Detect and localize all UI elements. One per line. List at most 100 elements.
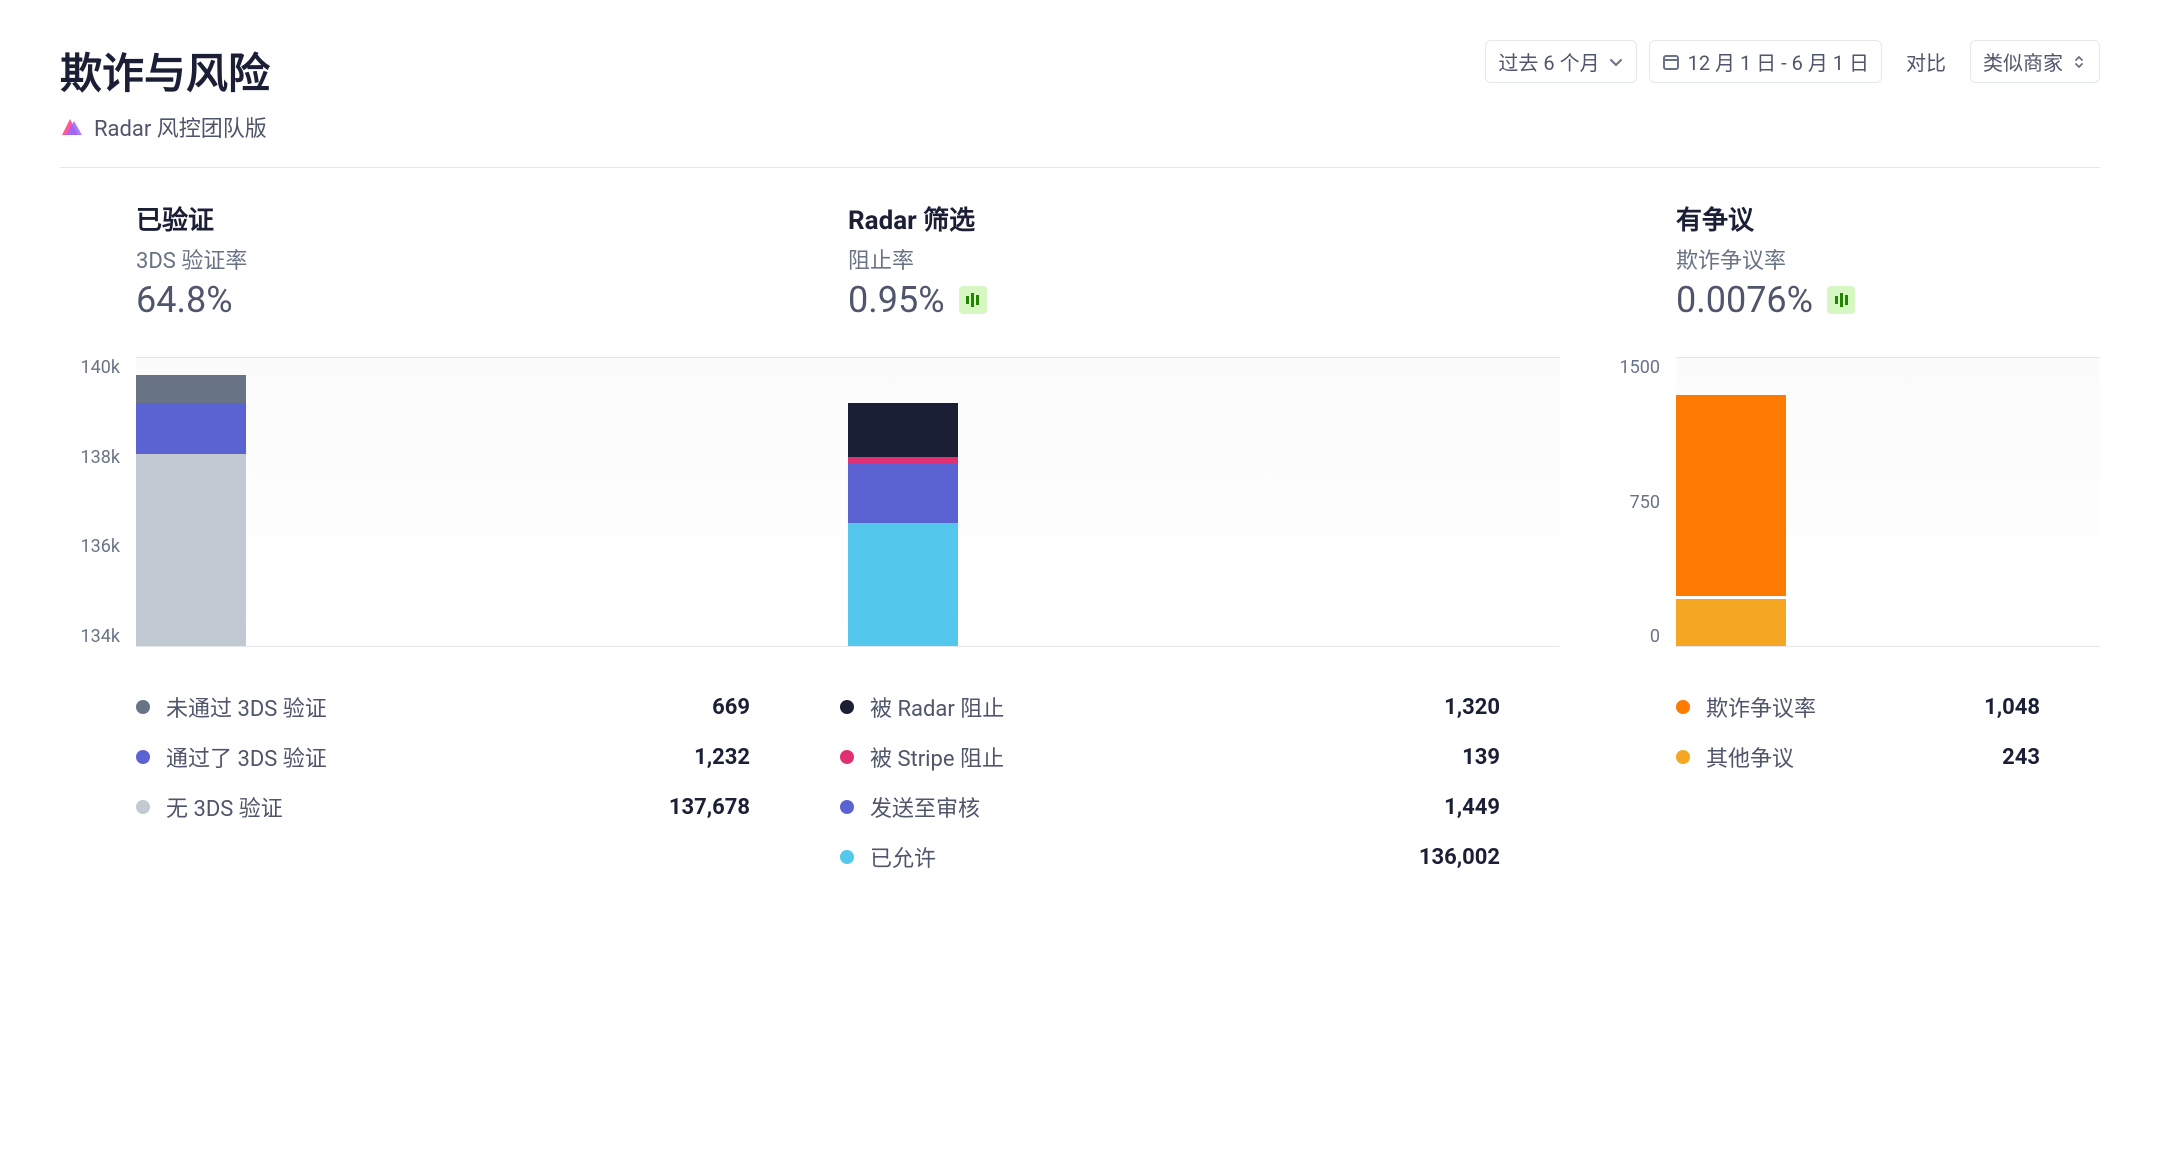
header-controls: 过去 6 个月 12 月 1 日 - 6 月 1 日 对比 类似商家	[1485, 40, 2100, 83]
legend-dot	[840, 750, 854, 764]
legend-label: 未通过 3DS 验证	[166, 691, 712, 723]
range-label: 过去 6 个月	[1498, 47, 1599, 76]
bar-segment	[136, 375, 246, 403]
compare-label: 对比	[1894, 41, 1958, 82]
divider	[60, 167, 2100, 168]
legend-dot	[840, 850, 854, 864]
panel-verified-title: 已验证	[136, 200, 848, 237]
legend-dot	[136, 750, 150, 764]
legend-value: 669	[712, 695, 750, 720]
chevron-down-icon	[1608, 54, 1624, 70]
radar-icon	[60, 115, 84, 139]
panel-verified: 已验证 3DS 验证率 64.8%	[60, 200, 848, 321]
legend-label: 通过了 3DS 验证	[166, 741, 694, 773]
legend-dot	[136, 700, 150, 714]
sort-icon	[2071, 54, 2087, 70]
axis-tick: 140k	[81, 357, 120, 378]
legend-label: 被 Radar 阻止	[870, 691, 1444, 723]
legend-row: 欺诈争议率1,048	[1676, 691, 2040, 723]
verified-metric-value: 64.8%	[136, 279, 233, 321]
axis-tick: 134k	[81, 626, 120, 647]
legend-value: 1,232	[694, 745, 750, 770]
disputed-axis: 1500 750 0	[1600, 357, 1676, 647]
legend-row: 通过了 3DS 验证1,232	[136, 741, 750, 773]
disputed-chart-wrap: 1500 750 0	[1600, 357, 2100, 647]
page-title: 欺诈与风险	[60, 40, 270, 101]
legend-value: 243	[2002, 745, 2040, 770]
legend-label: 被 Stripe 阻止	[870, 741, 1462, 773]
legend-dot	[1676, 750, 1690, 764]
radar-metric-label: 阻止率	[848, 243, 1560, 275]
shared-chart-area	[136, 357, 1560, 647]
range-selector[interactable]: 过去 6 个月	[1485, 40, 1636, 83]
disputed-metric-label: 欺诈争议率	[1676, 243, 2100, 275]
legend-row: 被 Stripe 阻止139	[840, 741, 1500, 773]
trend-badge-icon	[1827, 286, 1855, 314]
left-chart-group: 140k138k136k134k	[60, 321, 1560, 647]
left-panel-group: 已验证 3DS 验证率 64.8% Radar 筛选 阻止率 0.95%	[60, 200, 1560, 321]
bar-segment	[1676, 599, 1786, 646]
legend-row: 已允许136,002	[840, 841, 1500, 873]
disputed-bar	[1676, 358, 1786, 646]
legend-label: 已允许	[870, 841, 1419, 873]
legend-radar-wrap: 被 Radar 阻止1,320 被 Stripe 阻止139 发送至审核1,449 已…	[810, 647, 1560, 873]
panel-disputed: 有争议 欺诈争议率 0.0076%	[1600, 200, 2100, 321]
header: 欺诈与风险 Radar 风控团队版 过去 6 个月 12 月 1 日 - 6 月…	[60, 40, 2100, 143]
charts-row: 140k138k136k134k 15007500	[60, 321, 2100, 647]
bar-segment	[136, 454, 246, 646]
disputed-chart-panel: 1500 750 0	[1600, 321, 2100, 647]
verified-bar	[136, 358, 246, 646]
legend-disputed: 欺诈争议率1,048 其他争议243	[1600, 691, 2100, 773]
legend-dot	[136, 800, 150, 814]
legend-label: 其他争议	[1706, 741, 2002, 773]
legend-label: 欺诈争议率	[1706, 691, 1984, 723]
legend-dot	[1676, 700, 1690, 714]
legend-value: 136,002	[1419, 845, 1500, 870]
subtitle-row: Radar 风控团队版	[60, 111, 270, 143]
bar-segment	[1676, 395, 1786, 596]
legend-value: 137,678	[669, 795, 750, 820]
legend-label: 无 3DS 验证	[166, 791, 669, 823]
bar-segment	[848, 523, 958, 647]
legend-row: 其他争议243	[1676, 741, 2040, 773]
axis-tick: 0	[1650, 626, 1660, 647]
legend-verified-wrap: 未通过 3DS 验证669 通过了 3DS 验证1,232 无 3DS 验证137,…	[60, 647, 810, 873]
left-legends: 未通过 3DS 验证669 通过了 3DS 验证1,232 无 3DS 验证137,…	[60, 647, 1560, 873]
legend-row: 无 3DS 验证137,678	[136, 791, 750, 823]
legend-row: 未通过 3DS 验证669	[136, 691, 750, 723]
panel-radar: Radar 筛选 阻止率 0.95%	[848, 200, 1560, 321]
legend-value: 1,048	[1984, 695, 2040, 720]
verified-metric-label: 3DS 验证率	[136, 243, 848, 275]
legend-dot	[840, 800, 854, 814]
legend-verified: 未通过 3DS 验证669 通过了 3DS 验证1,232 无 3DS 验证137,…	[60, 691, 810, 823]
date-range-button[interactable]: 12 月 1 日 - 6 月 1 日	[1649, 40, 1882, 83]
bar-segment	[136, 403, 246, 454]
radar-metric-value: 0.95%	[848, 279, 945, 321]
bar-segment	[848, 463, 958, 523]
panel-radar-title: Radar 筛选	[848, 200, 1560, 237]
calendar-icon	[1662, 53, 1680, 71]
title-block: 欺诈与风险 Radar 风控团队版	[60, 40, 270, 143]
legend-value: 1,320	[1444, 695, 1500, 720]
axis-tick: 136k	[81, 536, 120, 557]
bar-segment	[848, 403, 958, 457]
axis-tick: 750	[1630, 492, 1660, 513]
verified-axis: 140k138k136k134k	[60, 357, 136, 647]
disputed-chart-area	[1676, 357, 2100, 647]
compare-selector[interactable]: 类似商家	[1970, 40, 2100, 83]
legend-value: 139	[1462, 745, 1500, 770]
legend-row: 发送至审核1,449	[840, 791, 1500, 823]
legend-row: 被 Radar 阻止1,320	[840, 691, 1500, 723]
axis-tick: 1500	[1620, 357, 1660, 378]
panels: 已验证 3DS 验证率 64.8% Radar 筛选 阻止率 0.95% 有争议…	[60, 200, 2100, 321]
legend-dot	[840, 700, 854, 714]
legend-value: 1,449	[1444, 795, 1500, 820]
compare-option: 类似商家	[1983, 47, 2063, 76]
radar-bar	[848, 358, 958, 646]
legend-disputed-wrap: 欺诈争议率1,048 其他争议243	[1600, 647, 2100, 873]
shared-chart-wrap: 140k138k136k134k	[60, 357, 1560, 647]
legend-label: 发送至审核	[870, 791, 1444, 823]
date-range-label: 12 月 1 日 - 6 月 1 日	[1688, 47, 1869, 76]
disputed-metric-value: 0.0076%	[1676, 279, 1813, 321]
subtitle: Radar 风控团队版	[94, 111, 267, 143]
